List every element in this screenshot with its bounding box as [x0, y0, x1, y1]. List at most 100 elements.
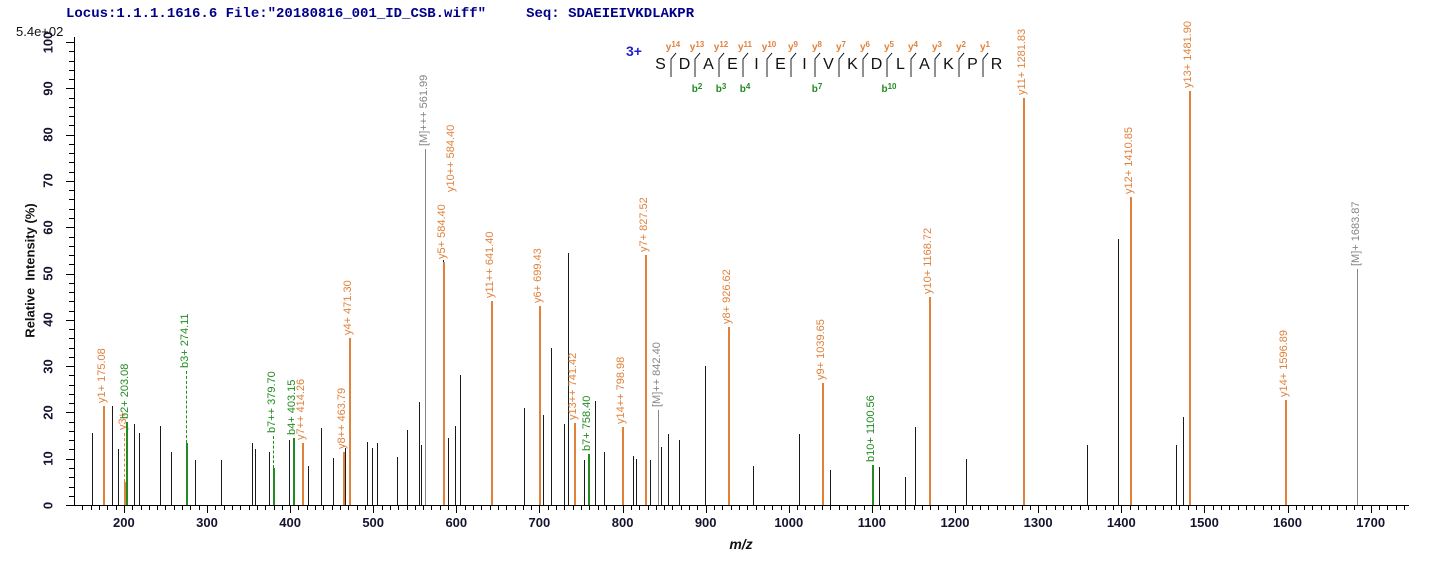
fragmentation-gap: y8 b7 [812, 40, 823, 95]
y-axis-title: Relative Intensity (%) [22, 203, 38, 338]
spectrum-peak [965, 458, 967, 505]
peak-label: y13+ 1481.90 [1182, 20, 1195, 88]
y-tick [69, 264, 74, 266]
labeled-peak [273, 468, 276, 505]
residue-letter: V [823, 56, 834, 73]
peak-label: y11+ 1281.83 [1016, 28, 1028, 95]
x-tick [1204, 506, 1206, 513]
spectrum-peak [583, 460, 585, 505]
x-tick [273, 506, 275, 510]
spectrum-peak [112, 405, 114, 505]
x-tick-label: 1600 [1273, 515, 1302, 530]
fragment-marker-icon [982, 52, 989, 77]
peak-label: y10+ 1168.72 [922, 227, 934, 294]
x-tick [98, 506, 100, 510]
peak-label: b2+ 203.08 [119, 363, 132, 419]
fragment-marker-icon [766, 52, 773, 77]
y-ion-label: y1 [979, 40, 990, 53]
spectrum-peak [1087, 444, 1089, 505]
y-tick-label: 40 [40, 312, 56, 328]
labeled-peak [292, 437, 295, 505]
peak-label: y13++ 741.42 [566, 352, 579, 420]
x-tick [680, 506, 682, 510]
y-tick [69, 292, 74, 293]
y-ion-label: y8 [811, 40, 822, 53]
y-tick [69, 329, 74, 331]
spectrum-peak [668, 434, 670, 505]
x-tick [1337, 506, 1339, 510]
y-ion-label: y13 [689, 40, 705, 53]
x-tick [913, 506, 915, 510]
labeled-peak [1189, 90, 1192, 505]
x-tick [1304, 506, 1306, 510]
x-tick [647, 506, 649, 510]
seq-value: SDAEIEIVKDLAKPR [568, 6, 695, 22]
x-tick [331, 506, 333, 510]
spectrum-peak [650, 460, 651, 505]
y-tick [69, 190, 74, 192]
fragment-marker-icon [742, 52, 749, 77]
x-tick [788, 506, 790, 513]
fragmentation-gap: y10 [762, 40, 776, 78]
y-tick [69, 375, 74, 377]
fragmentation-gap: y12 b3 [714, 40, 728, 95]
x-tick [1104, 506, 1106, 510]
x-tick [1162, 506, 1164, 510]
x-tick [315, 506, 316, 510]
spectrum-peak [320, 428, 322, 505]
spectrum-peak [307, 465, 309, 505]
x-tick [564, 506, 566, 510]
y-ion-label: y12 [713, 40, 729, 53]
x-tick [198, 506, 200, 510]
x-tick [489, 506, 491, 510]
x-tick [905, 506, 907, 510]
x-tick [980, 506, 981, 510]
x-tick [531, 506, 533, 510]
fragmentation-gap: y3 [932, 40, 942, 78]
x-tick [481, 506, 483, 510]
y-tick [69, 255, 74, 256]
x-tick [414, 506, 416, 510]
spectrum-peak [459, 375, 461, 505]
labeled-peak [443, 261, 446, 505]
x-tick [1004, 506, 1006, 510]
peak-label: y9+ 1039.65 [814, 319, 827, 381]
x-tick [1378, 506, 1380, 510]
residue-letter: L [896, 56, 905, 73]
peak-label: y11++ 641.40 [483, 231, 496, 299]
x-tick [1071, 506, 1073, 510]
x-tick [847, 506, 848, 510]
x-tick [456, 506, 458, 513]
spectrum-peak [660, 447, 662, 505]
y-ion-label: y5 [883, 40, 894, 53]
x-tick [265, 506, 267, 510]
spectrum-peak [551, 347, 553, 505]
labeled-peak [872, 465, 875, 505]
x-tick [497, 506, 499, 510]
x-tick-label: 800 [611, 515, 634, 530]
spectrum-peak [567, 252, 569, 505]
peak-label: b10+ 1100.56 [865, 395, 878, 463]
residue-letter: I [754, 56, 759, 73]
x-tick [1171, 506, 1173, 510]
y-ion-label: y14 [665, 40, 681, 53]
residue-letter: E [727, 56, 738, 73]
x-tick [1112, 506, 1114, 510]
x-tick [572, 506, 574, 510]
x-tick [797, 506, 799, 510]
x-tick [123, 506, 125, 513]
peak-label: b7+ 758.40 [581, 395, 593, 452]
x-tick [248, 506, 250, 510]
fragment-marker-icon [886, 52, 893, 77]
y-tick [69, 97, 74, 99]
x-tick [215, 506, 217, 510]
spectrum-peak [289, 440, 291, 505]
x-tick [464, 506, 466, 510]
x-tick [581, 506, 582, 510]
peak-label: [M]+ 1683.87 [1350, 201, 1363, 266]
peak-label: y8++ 463.79 [336, 388, 349, 450]
y-tick-label: 80 [40, 127, 56, 142]
residue-letter: R [990, 56, 1003, 73]
x-tick [348, 506, 350, 510]
labeled-peak [302, 443, 304, 505]
